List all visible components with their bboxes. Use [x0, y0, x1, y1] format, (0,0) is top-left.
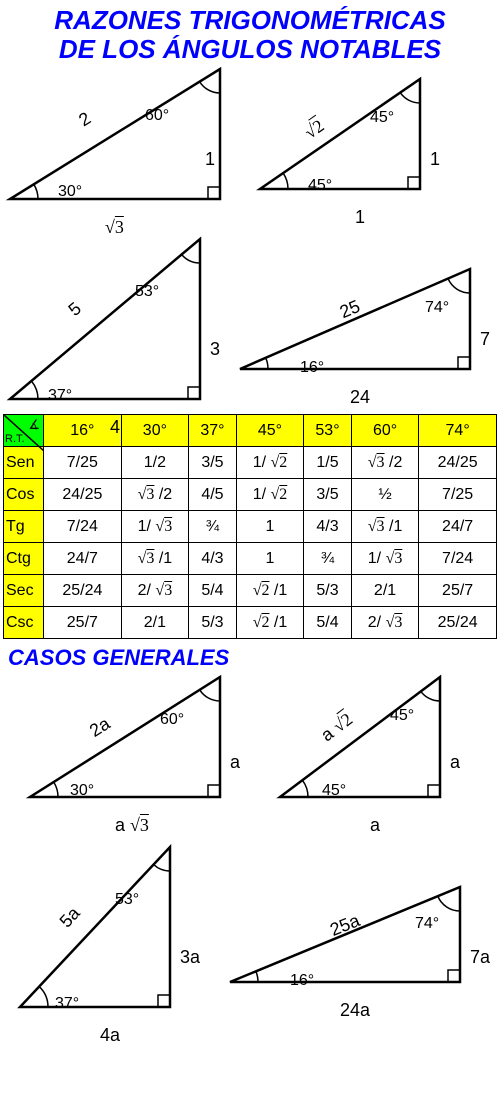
table-cell: 1/ √3	[121, 511, 188, 543]
table-cell: √2 /1	[236, 575, 303, 607]
table-cell: 5/4	[189, 575, 237, 607]
table-cell: 25/7	[419, 575, 497, 607]
table-cell: 3/5	[304, 479, 352, 511]
table-cell: 2/1	[351, 575, 418, 607]
table-cell: √3 /1	[351, 511, 418, 543]
table-cell: 4/5	[189, 479, 237, 511]
table-cell: 2/ √3	[121, 575, 188, 607]
section-title: CASOS GENERALES	[0, 639, 500, 677]
triangles-set-1: √32130°60°1√2145°45°45337°53°2425716°74°	[0, 69, 500, 414]
table-cell: 1/5	[304, 447, 352, 479]
row-header: Cos	[4, 479, 44, 511]
table-cell: 4/3	[189, 543, 237, 575]
table-cell: √3 /1	[121, 543, 188, 575]
table-cell: ½	[351, 479, 418, 511]
table-cell: 2/1	[121, 607, 188, 639]
table-cell: 3/5	[189, 447, 237, 479]
table-cell: 1	[236, 511, 303, 543]
table-cell: √3 /2	[121, 479, 188, 511]
row-header: Csc	[4, 607, 44, 639]
table-cell: 7/25	[44, 447, 122, 479]
row-header: Sen	[4, 447, 44, 479]
table-cell: 24/7	[44, 543, 122, 575]
table-cell: 7/24	[44, 511, 122, 543]
table-cell: ¾	[304, 543, 352, 575]
col-header: 53°	[304, 415, 352, 447]
table-corner: ∡ R.T.	[4, 415, 44, 447]
row-header: Tg	[4, 511, 44, 543]
table-cell: 25/24	[419, 607, 497, 639]
table-cell: 5/4	[304, 607, 352, 639]
table-cell: 24/25	[44, 479, 122, 511]
table-cell: √2 /1	[236, 607, 303, 639]
row-header: Sec	[4, 575, 44, 607]
table-cell: √3 /2	[351, 447, 418, 479]
table-cell: 25/7	[44, 607, 122, 639]
title-line1: RAZONES TRIGONOMÉTRICAS	[0, 6, 500, 35]
table-cell: ¾	[189, 511, 237, 543]
col-header: 74°	[419, 415, 497, 447]
table-cell: 2/ √3	[351, 607, 418, 639]
row-header: Ctg	[4, 543, 44, 575]
col-header: 60°	[351, 415, 418, 447]
triangles-set-2: a √32aa30°60°aa √2a45°45°4a5a3a37°53°24a…	[0, 677, 500, 1022]
table-cell: 25/24	[44, 575, 122, 607]
col-header: 45°	[236, 415, 303, 447]
table-cell: 24/25	[419, 447, 497, 479]
table-cell: 24/7	[419, 511, 497, 543]
table-cell: 1/ √3	[351, 543, 418, 575]
table-cell: 7/24	[419, 543, 497, 575]
table-cell: 1/ √2	[236, 479, 303, 511]
table-cell: 5/3	[189, 607, 237, 639]
page-title: RAZONES TRIGONOMÉTRICAS DE LOS ÁNGULOS N…	[0, 0, 500, 69]
title-line2: DE LOS ÁNGULOS NOTABLES	[0, 35, 500, 64]
table-cell: 1	[236, 543, 303, 575]
trig-table: ∡ R.T. 16°30°37°45°53°60°74° Sen7/251/23…	[3, 414, 497, 639]
table-cell: 1/2	[121, 447, 188, 479]
table-cell: 1/ √2	[236, 447, 303, 479]
table-cell: 4/3	[304, 511, 352, 543]
table-cell: 7/25	[419, 479, 497, 511]
table-cell: 5/3	[304, 575, 352, 607]
